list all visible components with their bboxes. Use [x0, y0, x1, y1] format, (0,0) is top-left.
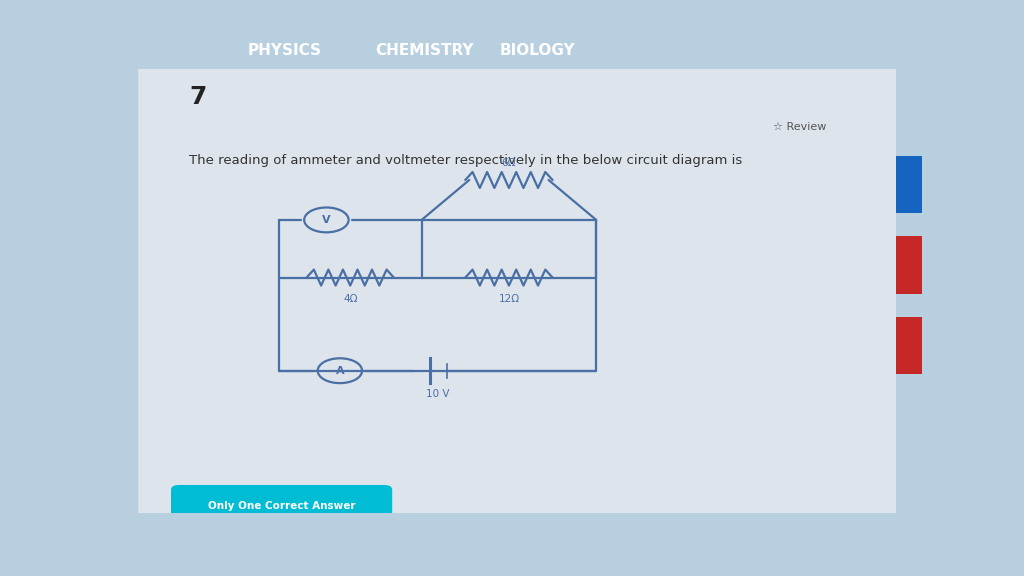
Text: The reading of ammeter and voltmeter respectively in the below circuit diagram i: The reading of ammeter and voltmeter res… — [189, 154, 742, 167]
Text: CHEMISTRY: CHEMISTRY — [376, 43, 474, 58]
Bar — [225, 63, 343, 67]
Text: 7: 7 — [189, 85, 207, 109]
Bar — [896, 236, 988, 294]
Text: 6Ω: 6Ω — [502, 158, 516, 168]
Text: 10 V: 10 V — [426, 389, 450, 399]
Bar — [896, 317, 988, 374]
Text: BIOLOGY: BIOLOGY — [500, 43, 575, 58]
Text: A: A — [336, 366, 344, 376]
Text: V: V — [323, 215, 331, 225]
Text: ☆ Review: ☆ Review — [773, 122, 826, 131]
Text: 4Ω: 4Ω — [343, 294, 357, 305]
FancyBboxPatch shape — [171, 485, 392, 526]
Text: PHYSICS: PHYSICS — [248, 43, 322, 58]
Bar — [0, 0, 1024, 69]
Bar — [896, 156, 988, 213]
Text: Only One Correct Answer: Only One Correct Answer — [208, 501, 355, 511]
Text: 12Ω: 12Ω — [499, 294, 519, 305]
FancyBboxPatch shape — [138, 32, 896, 539]
Bar — [0, 0, 1024, 37]
